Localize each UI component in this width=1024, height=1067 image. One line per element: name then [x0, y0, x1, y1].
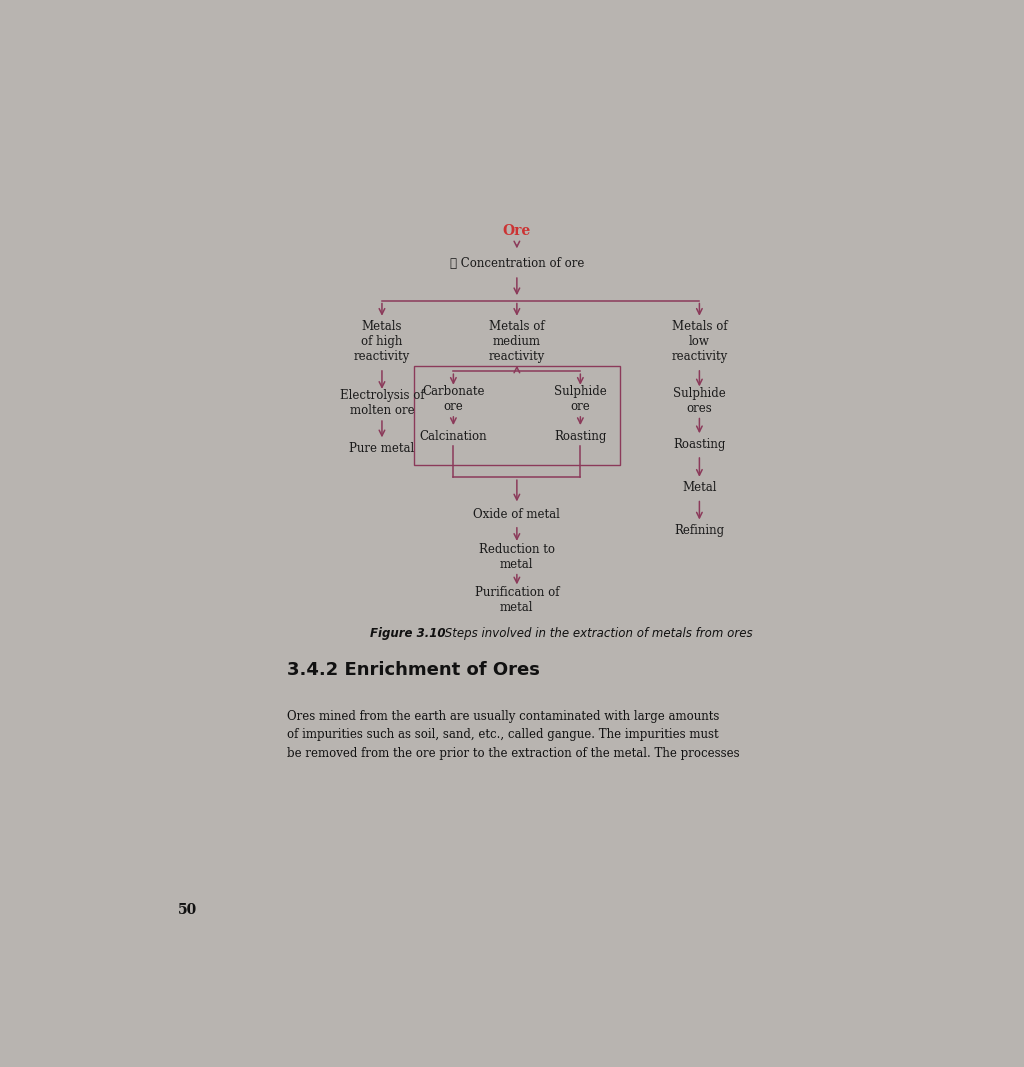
Text: ① Concentration of ore: ① Concentration of ore — [450, 257, 584, 270]
Text: Steps involved in the extraction of metals from ores: Steps involved in the extraction of meta… — [441, 626, 753, 640]
Text: Pure metal: Pure metal — [349, 442, 415, 455]
Text: Figure 3.10: Figure 3.10 — [370, 626, 445, 640]
Text: Metals of
low
reactivity: Metals of low reactivity — [672, 320, 727, 363]
Text: Sulphide
ore: Sulphide ore — [554, 385, 607, 413]
Text: Metals of
medium
reactivity: Metals of medium reactivity — [488, 320, 545, 363]
Text: Sulphide
ores: Sulphide ores — [673, 387, 726, 415]
Text: Ores mined from the earth are usually contaminated with large amounts
of impurit: Ores mined from the earth are usually co… — [287, 710, 739, 760]
Text: Roasting: Roasting — [554, 430, 606, 443]
Text: Calcination: Calcination — [420, 430, 487, 443]
Text: 50: 50 — [178, 903, 198, 918]
Text: Oxide of metal: Oxide of metal — [473, 508, 560, 521]
Text: Ore: Ore — [503, 224, 531, 238]
Text: Roasting: Roasting — [673, 437, 726, 451]
Text: Reduction to
metal: Reduction to metal — [479, 543, 555, 571]
Text: 3.4.2 Enrichment of Ores: 3.4.2 Enrichment of Ores — [287, 662, 540, 680]
Text: Metals
of high
reactivity: Metals of high reactivity — [354, 320, 410, 363]
Text: Refining: Refining — [675, 524, 724, 537]
Text: Electrolysis of
molten ore: Electrolysis of molten ore — [340, 389, 424, 417]
Text: Carbonate
ore: Carbonate ore — [422, 385, 484, 413]
Text: Metal: Metal — [682, 481, 717, 494]
Text: Purification of
metal: Purification of metal — [474, 587, 559, 615]
